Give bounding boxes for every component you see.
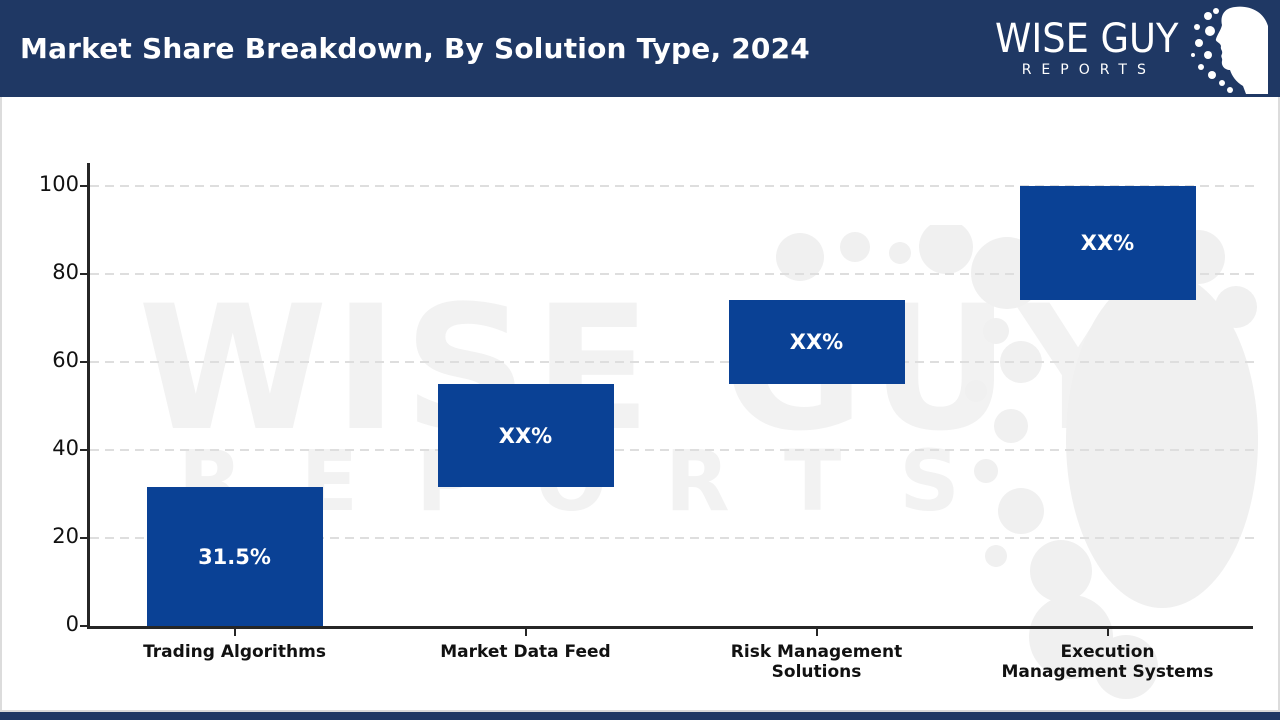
x-tick (524, 629, 527, 636)
bar-value-label: 31.5% (198, 544, 271, 569)
bar-value-label: XX% (789, 330, 844, 355)
bar-value-label: XX% (498, 423, 553, 448)
y-tick (80, 537, 89, 539)
y-tick (80, 185, 89, 187)
gridline (90, 537, 1254, 539)
y-tick-label: 0 (65, 612, 79, 636)
gridline (90, 449, 1254, 451)
brand-logo-subname: REPORTS (1021, 62, 1156, 78)
brand-logo-name: WISE GUY (994, 16, 1179, 62)
bar-value-label: XX% (1080, 231, 1135, 256)
y-tick (80, 273, 89, 275)
gridline (90, 361, 1254, 363)
bar-segment: XX% (728, 300, 905, 384)
gridline (90, 273, 1254, 275)
y-tick-label: 40 (52, 436, 79, 460)
y-tick-label: 80 (52, 260, 79, 284)
x-tick (233, 629, 236, 636)
y-tick (80, 625, 89, 627)
y-axis-line (87, 163, 90, 628)
y-tick-label: 60 (52, 348, 79, 372)
x-axis-line (87, 626, 1253, 629)
y-tick-label: 20 (52, 524, 79, 548)
y-tick-label: 100 (38, 172, 79, 196)
x-category-label: Market Data Feed (440, 642, 611, 662)
footer-band (0, 710, 1280, 720)
x-category-label: Trading Algorithms (143, 642, 326, 662)
right-border (1278, 97, 1280, 712)
left-border (0, 97, 2, 712)
brand-logo-text: WISE GUY REPORTS (987, 19, 1186, 78)
bar-segment: 31.5% (146, 487, 323, 626)
y-tick (80, 449, 89, 451)
x-tick (815, 629, 818, 636)
bar-segment: XX% (1019, 186, 1196, 301)
y-tick (80, 361, 89, 363)
brand-head-icon (1191, 6, 1268, 94)
bar-segment: XX% (437, 384, 614, 488)
header-band: Market Share Breakdown, By Solution Type… (0, 0, 1280, 97)
x-category-label: Execution Management Systems (1001, 642, 1214, 682)
page-title: Market Share Breakdown, By Solution Type… (20, 32, 810, 65)
brand-logo: WISE GUY REPORTS (987, 4, 1268, 94)
x-category-label: Risk Management Solutions (730, 642, 903, 682)
gridline (90, 185, 1254, 187)
x-tick (1106, 629, 1109, 636)
